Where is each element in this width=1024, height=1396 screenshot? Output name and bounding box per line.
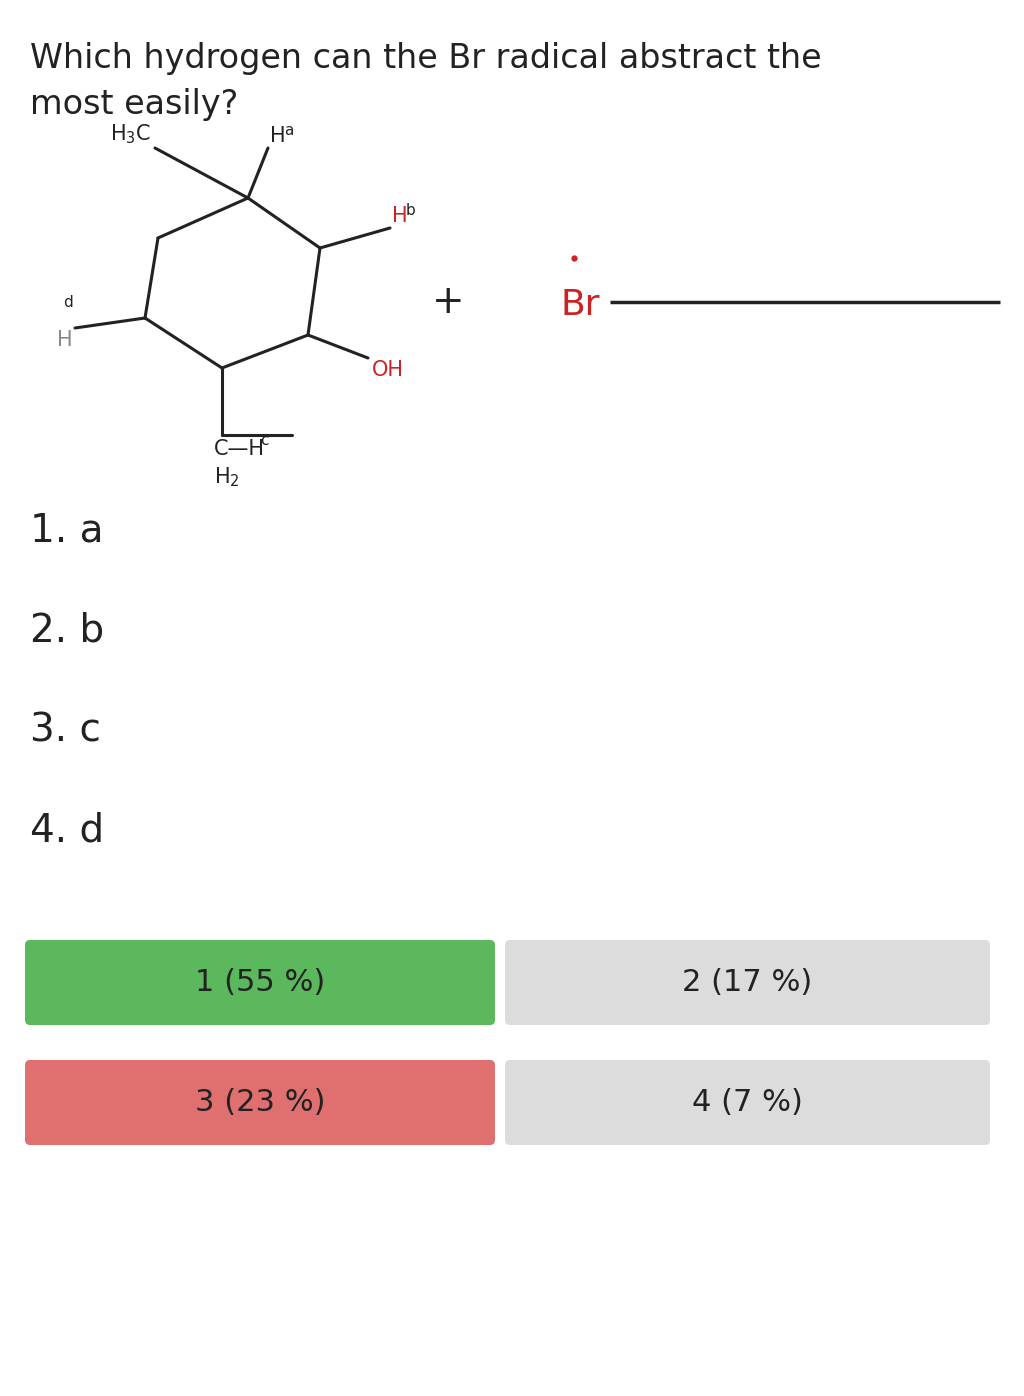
Text: 2 (17 %): 2 (17 %) <box>682 967 813 997</box>
Text: b: b <box>406 202 416 218</box>
Text: H: H <box>392 207 408 226</box>
Text: c: c <box>260 433 268 448</box>
FancyBboxPatch shape <box>25 940 495 1025</box>
FancyBboxPatch shape <box>505 940 990 1025</box>
Text: 1 (55 %): 1 (55 %) <box>195 967 326 997</box>
Text: H$_2$: H$_2$ <box>214 465 240 489</box>
Text: 3. c: 3. c <box>30 711 101 750</box>
Text: a: a <box>284 123 293 138</box>
Text: H$_3$C: H$_3$C <box>110 123 151 147</box>
FancyBboxPatch shape <box>25 1060 495 1145</box>
Text: H: H <box>270 126 286 147</box>
Text: 4. d: 4. d <box>30 811 104 849</box>
Text: 3 (23 %): 3 (23 %) <box>195 1087 326 1117</box>
Text: Br: Br <box>560 288 599 322</box>
Text: d: d <box>63 295 73 310</box>
Text: Which hydrogen can the Br radical abstract the: Which hydrogen can the Br radical abstra… <box>30 42 821 75</box>
Text: +: + <box>432 283 464 321</box>
Text: C—H: C—H <box>214 438 265 459</box>
Text: 1. a: 1. a <box>30 511 103 549</box>
Text: H: H <box>57 329 73 350</box>
Text: 4 (7 %): 4 (7 %) <box>692 1087 803 1117</box>
Text: OH: OH <box>372 360 404 380</box>
Text: 2. b: 2. b <box>30 611 104 649</box>
Text: most easily?: most easily? <box>30 88 239 121</box>
FancyBboxPatch shape <box>505 1060 990 1145</box>
